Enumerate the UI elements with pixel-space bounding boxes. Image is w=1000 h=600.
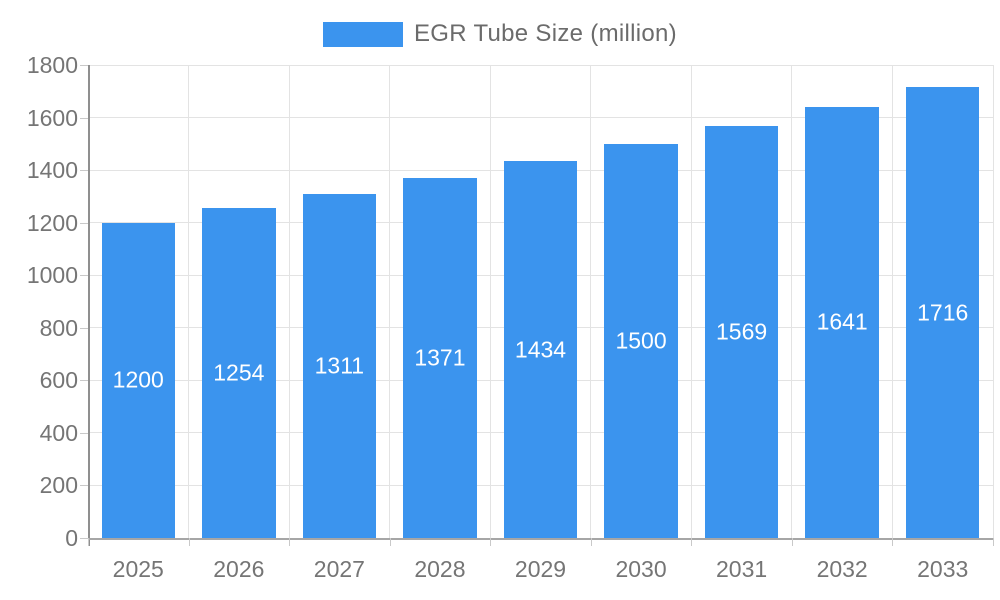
y-axis-label: 1200 [26,209,78,236]
x-axis-label: 2032 [816,556,868,582]
x-tick [188,538,190,546]
bar-value-label: 1311 [314,352,365,379]
y-tick [80,117,88,119]
bar-value-label: 1500 [615,327,667,354]
y-axis-label: 1600 [26,104,78,131]
y-axis-label: 1000 [26,262,78,289]
bar-value-label: 1254 [213,359,265,386]
x-gridline [389,65,391,538]
y-axis-label: 400 [39,419,78,446]
y-tick [80,485,88,487]
legend[interactable]: EGR Tube Size (million) [0,20,1000,48]
x-gridline [188,65,190,538]
x-tick [289,538,291,546]
x-tick [691,538,693,546]
x-gridline [288,65,290,538]
x-axis-label: 2028 [414,556,466,582]
plot-area: 1200 1254 1311 1371 1434 1500 1569 1641 1716 [88,64,994,538]
y-gridline [88,64,993,66]
bar[interactable]: 1569 [704,125,779,538]
x-tick [892,538,894,546]
bar[interactable]: 1200 [101,222,175,538]
bar[interactable]: 1641 [805,106,879,538]
x-axis-label: 2031 [716,556,768,582]
x-gridline [489,65,491,538]
y-axis-label: 200 [39,472,78,499]
x-axis-label: 2026 [213,556,265,582]
x-tick [88,538,89,546]
y-axis-line [88,65,90,546]
x-tick [791,538,793,546]
y-axis-label: 1400 [26,157,78,184]
bar-value-label: 1200 [112,366,164,393]
x-tick [389,538,391,546]
y-tick [80,170,88,172]
bar-value-label: 1434 [514,336,567,363]
bar[interactable]: 1716 [906,87,980,538]
x-gridline [590,65,592,538]
y-tick [80,65,88,66]
x-gridline [690,65,692,538]
bar[interactable]: 1254 [202,208,276,538]
x-tick [590,538,592,546]
y-axis-label: 1800 [26,52,78,78]
x-axis-label: 2027 [313,556,365,582]
x-gridline [791,65,793,538]
y-axis-label: 600 [39,367,78,394]
bar-value-label: 1371 [414,344,466,371]
bar[interactable]: 1371 [403,177,477,538]
bar[interactable]: 1500 [604,143,678,538]
x-tick [490,538,492,546]
x-axis-label: 2033 [917,556,969,582]
x-tick [993,538,994,546]
legend-label: EGR Tube Size (million) [414,20,677,47]
y-tick [80,380,88,382]
x-axis-line [88,538,993,540]
legend-swatch [323,21,403,47]
x-axis-label: 2025 [112,556,164,582]
y-axis-label: 0 [65,525,78,551]
bar-value-label: 1641 [816,308,868,335]
y-tick [80,432,88,434]
x-gridline [891,65,893,538]
y-tick [80,275,88,277]
bar-value-label: 1569 [716,318,768,345]
y-tick [80,222,88,224]
bar[interactable]: 1311 [302,193,377,538]
x-gridline [992,65,994,538]
bar[interactable]: 1434 [503,161,578,538]
y-tick [80,327,88,329]
bar-value-label: 1716 [917,299,969,326]
x-axis-label: 2029 [514,556,567,582]
y-axis-label: 800 [39,314,78,341]
y-tick [80,538,88,539]
y-gridline [88,117,993,119]
x-axis-label: 2030 [615,556,667,582]
